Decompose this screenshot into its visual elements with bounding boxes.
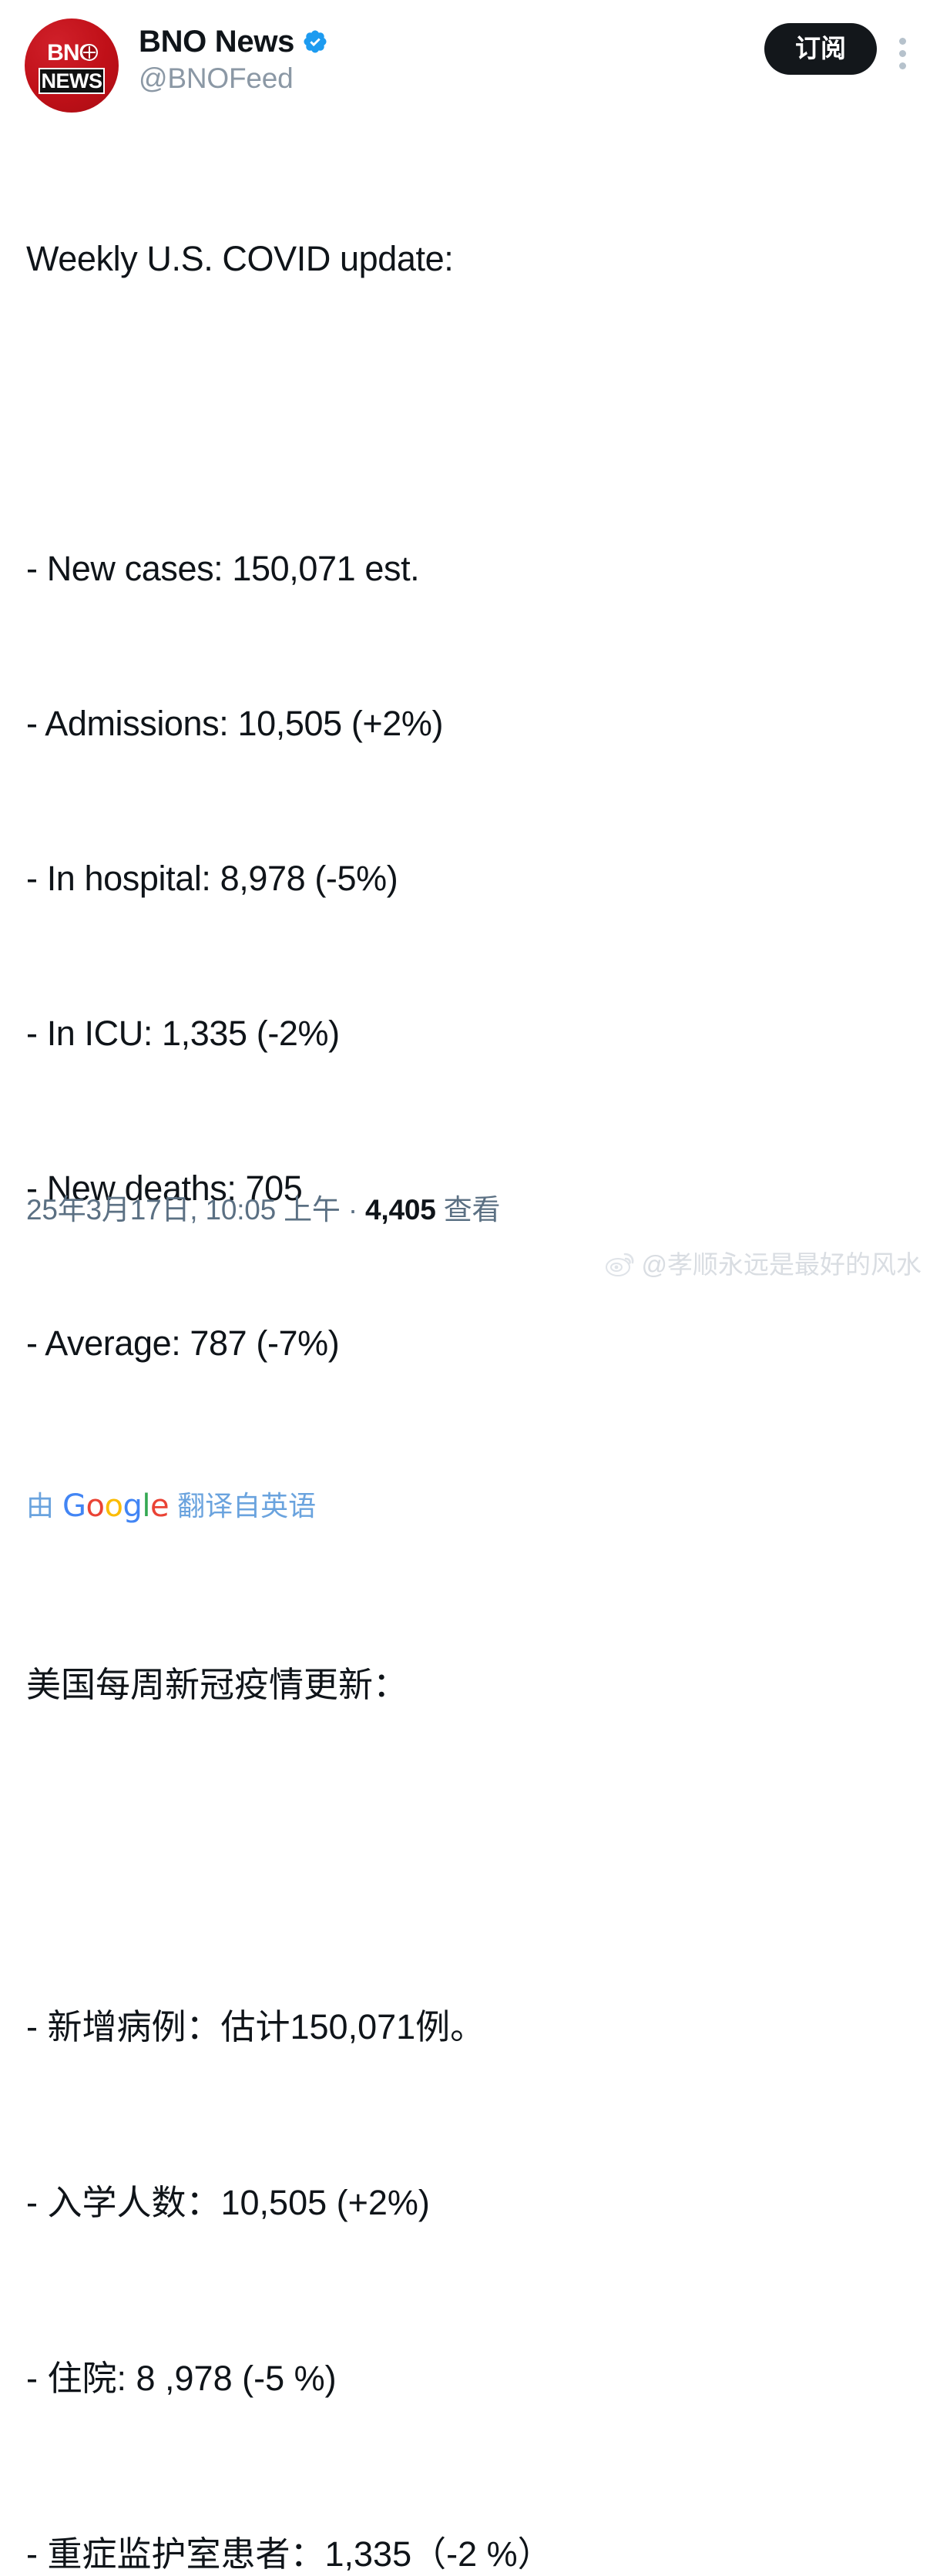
views-count[interactable]: 4,405	[365, 1194, 436, 1226]
google-logo: Google	[62, 1488, 170, 1524]
views-label: 查看	[443, 1194, 501, 1226]
account-identity: BNO News @BNOFeed	[139, 18, 764, 95]
chinese-stat-line: - 重症监护室患者：1,335（-2 %）	[26, 2534, 552, 2574]
chinese-heading: 美国每周新冠疫情更新：	[26, 1665, 408, 1704]
avatar[interactable]: BNO NEWS	[25, 18, 119, 113]
more-options-icon[interactable]	[885, 29, 920, 77]
display-name-row: BNO News	[139, 25, 764, 59]
english-stat-line: - In ICU: 1,335 (-2%)	[26, 1014, 340, 1053]
weibo-watermark: @孝顺永远是最好的风水	[605, 1251, 922, 1277]
chinese-stat-line: - 入学人数：10,505 (+2%)	[26, 2183, 430, 2222]
more-dot	[898, 49, 906, 57]
display-name[interactable]: BNO News	[139, 25, 295, 59]
avatar-bno-text: BNO	[47, 40, 97, 66]
subscribe-button[interactable]: 订阅	[764, 23, 877, 75]
english-stat-line: - Average: 787 (-7%)	[26, 1323, 340, 1363]
globe-icon	[81, 44, 98, 61]
translate-prefix: 由	[26, 1490, 55, 1522]
avatar-news-text: NEWS	[39, 68, 105, 94]
verified-badge-icon	[304, 30, 327, 53]
post-timestamp[interactable]: 25年3月17日, 10:05 上午	[26, 1194, 341, 1226]
account-handle[interactable]: @BNOFeed	[139, 62, 294, 94]
post-header: BNO NEWS BNO News @BNOFeed 订阅	[25, 18, 920, 113]
english-heading: Weekly U.S. COVID update:	[26, 239, 454, 278]
chinese-stat-line: - 新增病例：估计150,071例。	[26, 2007, 485, 2046]
google-translate-notice[interactable]: 由 Google 翻译自英语	[26, 1491, 917, 1522]
chinese-text-block: 美国每周新冠疫情更新： - 新增病例：估计150,071例。 - 入学人数：10…	[26, 1539, 917, 2576]
chinese-blank-line	[26, 1831, 917, 1881]
metadata-separator: ·	[347, 1194, 358, 1226]
weibo-logo-icon	[605, 1253, 633, 1276]
english-stat-line: - In hospital: 8,978 (-5%)	[26, 859, 398, 898]
english-stat-line: - Admissions: 10,505 (+2%)	[26, 704, 444, 743]
more-dot	[898, 37, 906, 45]
header-actions: 订阅	[764, 18, 920, 77]
translate-suffix: 翻译自英语	[177, 1490, 317, 1522]
watermark-handle: @孝顺永远是最好的风水	[641, 1249, 922, 1279]
post-metadata: 25年3月17日, 10:05 上午 · 4,405 查看	[26, 1192, 917, 1229]
english-stat-line: - New deaths: 705	[26, 1169, 303, 1208]
more-dot	[898, 62, 906, 69]
english-blank-line	[26, 388, 917, 439]
post-body: Weekly U.S. COVID update: - New cases: 1…	[26, 129, 917, 2576]
chinese-stat-line: - 住院: 8 ,978 (-5 %)	[26, 2359, 337, 2398]
english-stat-line: - New cases: 150,071 est.	[26, 549, 420, 588]
